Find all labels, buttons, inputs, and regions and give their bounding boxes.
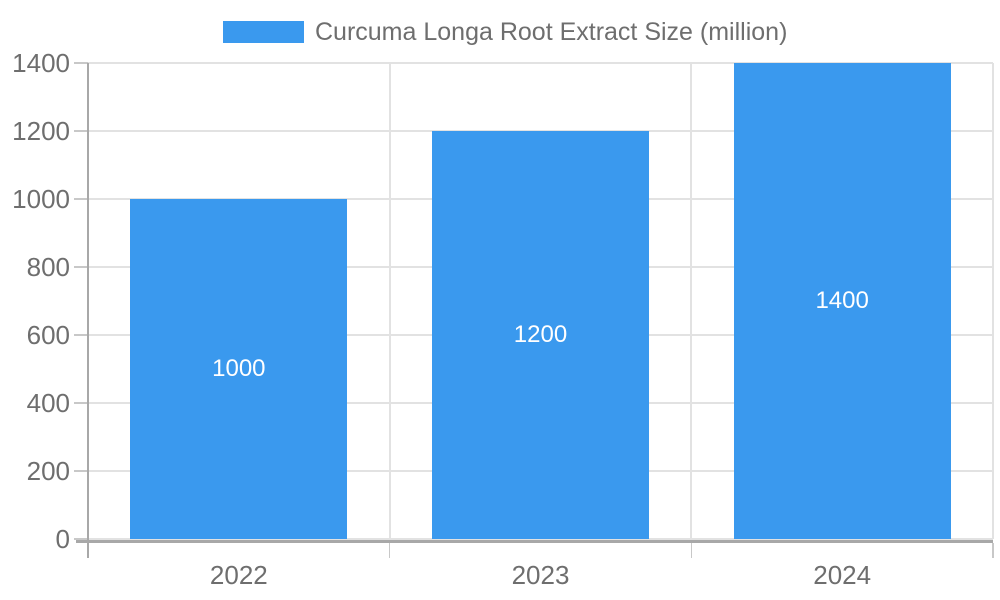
x-tick-mark [388, 543, 391, 558]
x-axis-line [76, 540, 993, 543]
category-gridline [690, 63, 693, 539]
category-gridline [992, 63, 994, 539]
x-tick-mark [992, 543, 994, 558]
y-tick-label: 200 [26, 456, 70, 486]
y-tick-label: 1200 [12, 116, 70, 146]
bar-value-label: 1400 [815, 287, 869, 314]
y-axis-line [87, 63, 89, 558]
bar[interactable] [130, 199, 348, 539]
y-tick-label: 600 [26, 320, 70, 350]
y-gridline [88, 538, 993, 540]
y-tick-label: 1400 [12, 48, 70, 78]
x-tick-label: 2024 [813, 560, 872, 590]
y-tick-mark [74, 538, 88, 540]
y-tick-mark [74, 402, 88, 404]
x-tick-mark [690, 543, 693, 558]
bar-value-label: 1000 [212, 355, 266, 382]
y-tick-mark [74, 334, 88, 336]
legend[interactable]: Curcuma Longa Root Extract Size (million… [223, 18, 787, 46]
y-tick-label: 400 [26, 388, 70, 418]
y-gridline [88, 62, 993, 64]
y-tick-mark [74, 62, 88, 64]
bar[interactable] [733, 63, 951, 539]
y-tick-mark [74, 198, 88, 200]
y-tick-label: 0 [55, 524, 70, 554]
x-tick-label: 2023 [511, 560, 570, 590]
y-tick-label: 1000 [12, 184, 70, 214]
y-tick-mark [74, 130, 88, 132]
bar-value-label: 1200 [513, 321, 568, 348]
legend-swatch [223, 21, 304, 43]
x-tick-label: 2022 [209, 560, 268, 590]
y-tick-label: 800 [26, 252, 70, 282]
category-gridline [388, 63, 391, 539]
y-tick-mark [74, 266, 88, 268]
y-tick-mark [74, 470, 88, 472]
legend-label: Curcuma Longa Root Extract Size (million… [315, 17, 788, 46]
bar[interactable] [432, 131, 649, 539]
